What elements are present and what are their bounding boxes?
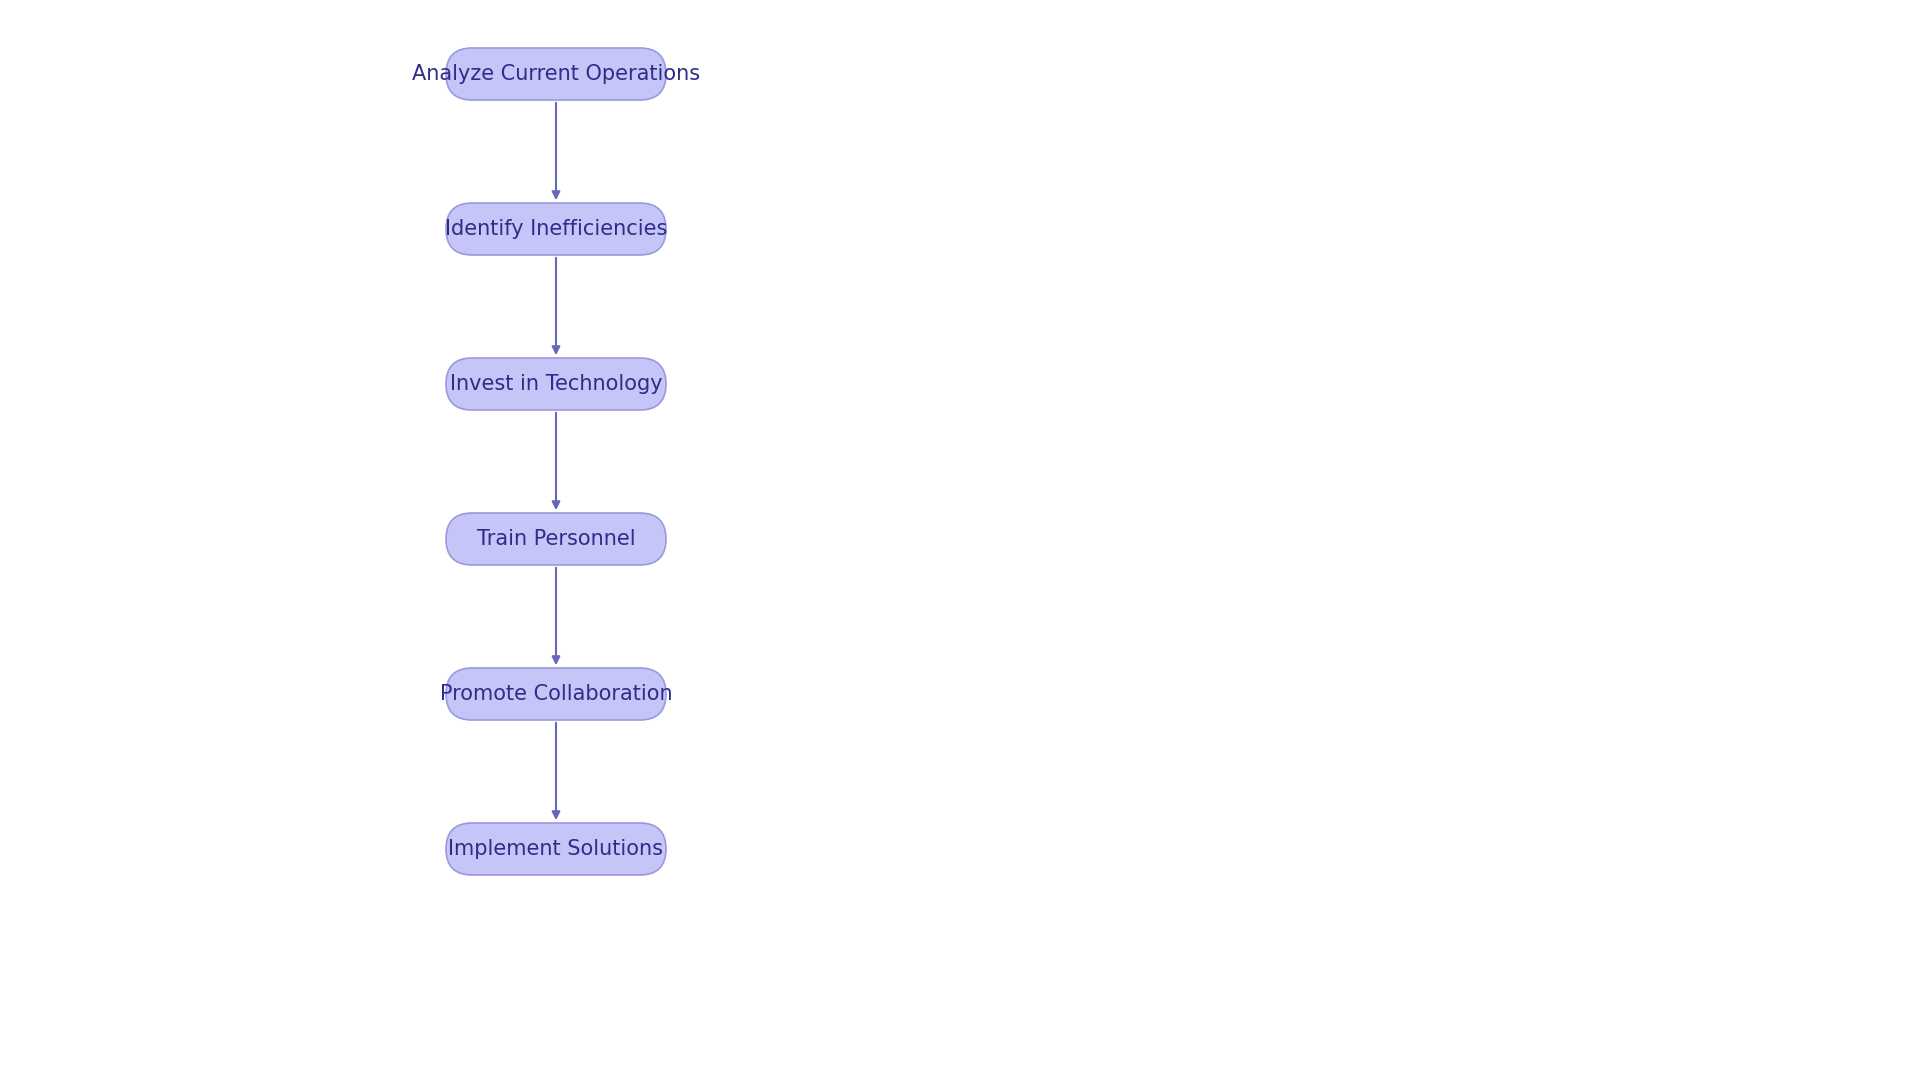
FancyBboxPatch shape <box>445 358 666 410</box>
Text: Implement Solutions: Implement Solutions <box>449 839 664 859</box>
Text: Invest in Technology: Invest in Technology <box>449 374 662 394</box>
Text: Train Personnel: Train Personnel <box>476 529 636 549</box>
Text: Promote Collaboration: Promote Collaboration <box>440 684 672 704</box>
FancyBboxPatch shape <box>445 513 666 565</box>
FancyBboxPatch shape <box>445 668 666 720</box>
Text: Analyze Current Operations: Analyze Current Operations <box>413 64 701 84</box>
FancyBboxPatch shape <box>445 823 666 875</box>
FancyBboxPatch shape <box>445 203 666 255</box>
FancyBboxPatch shape <box>445 48 666 100</box>
Text: Identify Inefficiencies: Identify Inefficiencies <box>445 219 666 239</box>
